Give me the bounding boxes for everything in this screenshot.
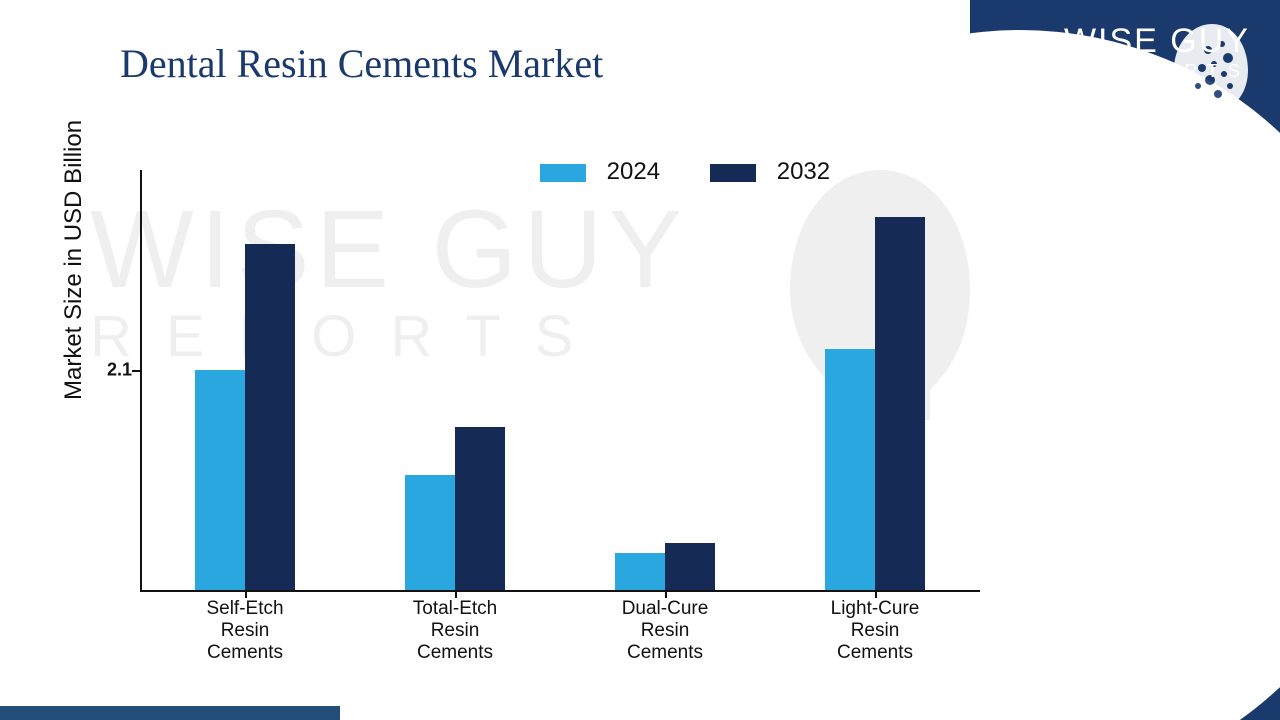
x-tick	[875, 590, 877, 598]
x-tick	[245, 590, 247, 598]
bar-chart: Market Size in USD Billion Self-EtchResi…	[80, 170, 980, 650]
logo-line1: WISE GUY	[1064, 24, 1250, 58]
category-label: Light-CureResinCements	[795, 598, 955, 664]
bar-2024	[195, 370, 245, 591]
bar-2024	[615, 553, 665, 590]
logo-line2: REPORTS	[1064, 62, 1250, 80]
x-axis-line	[140, 590, 980, 592]
category-label: Self-EtchResinCements	[165, 598, 325, 664]
infographic-frame: WISE GUY REPORTS WISE GUY REPORTS Dental…	[0, 0, 1280, 720]
category-label: Dual-CureResinCements	[585, 598, 745, 664]
bar-2032	[245, 244, 295, 591]
brand-logo: WISE GUY REPORTS	[1064, 24, 1250, 80]
bar-2032	[665, 543, 715, 590]
x-tick	[665, 590, 667, 598]
chart-title: Dental Resin Cements Market	[120, 40, 603, 87]
y-tick-label: 2.1	[88, 359, 132, 380]
bottom-accent-bar	[0, 706, 340, 720]
y-tick	[132, 370, 140, 372]
y-axis-label: Market Size in USD Billion	[60, 120, 88, 400]
bar-2024	[825, 349, 875, 591]
x-tick	[455, 590, 457, 598]
plot-area: Self-EtchResinCementsTotal-EtchResinCeme…	[140, 170, 980, 590]
bar-2024	[405, 475, 455, 591]
bar-2032	[875, 217, 925, 590]
bar-2032	[455, 427, 505, 590]
y-axis-line	[140, 170, 142, 590]
category-label: Total-EtchResinCements	[375, 598, 535, 664]
